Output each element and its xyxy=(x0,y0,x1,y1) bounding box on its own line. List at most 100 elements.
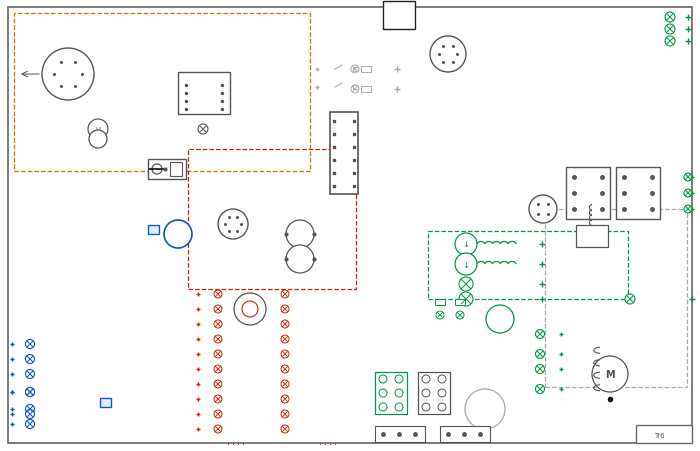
Circle shape xyxy=(214,380,222,388)
Bar xyxy=(353,68,358,72)
Bar xyxy=(428,231,628,299)
Circle shape xyxy=(164,221,192,249)
Bar xyxy=(361,87,371,93)
Bar xyxy=(418,372,450,414)
Bar xyxy=(383,2,415,30)
Circle shape xyxy=(684,189,692,198)
Circle shape xyxy=(214,290,222,299)
Text: M: M xyxy=(606,369,615,379)
Circle shape xyxy=(456,311,464,319)
Circle shape xyxy=(286,221,314,249)
Circle shape xyxy=(395,403,403,411)
Circle shape xyxy=(379,403,387,411)
Circle shape xyxy=(536,350,545,359)
Circle shape xyxy=(25,405,34,414)
Circle shape xyxy=(88,120,108,140)
Text: ↓: ↓ xyxy=(463,240,470,249)
Circle shape xyxy=(592,356,628,392)
Circle shape xyxy=(281,290,289,299)
Circle shape xyxy=(665,37,675,47)
Bar xyxy=(566,168,610,220)
Circle shape xyxy=(455,234,477,255)
Circle shape xyxy=(25,370,34,379)
Bar xyxy=(14,14,310,172)
Circle shape xyxy=(42,49,94,101)
Circle shape xyxy=(422,375,430,383)
Bar xyxy=(576,226,608,248)
Circle shape xyxy=(25,340,34,349)
Circle shape xyxy=(665,13,675,23)
Circle shape xyxy=(281,380,289,388)
Circle shape xyxy=(281,395,289,403)
Circle shape xyxy=(242,301,258,318)
Circle shape xyxy=(214,305,222,313)
Bar xyxy=(178,73,230,115)
Bar xyxy=(353,86,358,90)
Circle shape xyxy=(665,25,675,35)
Circle shape xyxy=(152,165,162,175)
Circle shape xyxy=(438,389,446,397)
Bar xyxy=(100,398,111,407)
Bar xyxy=(148,226,159,235)
Circle shape xyxy=(218,210,248,239)
Circle shape xyxy=(214,350,222,358)
Circle shape xyxy=(25,410,34,419)
Circle shape xyxy=(214,410,222,418)
Circle shape xyxy=(198,125,208,135)
Circle shape xyxy=(25,388,34,396)
Circle shape xyxy=(536,330,545,339)
Circle shape xyxy=(281,335,289,343)
Bar xyxy=(545,210,687,387)
Bar xyxy=(188,150,356,290)
Circle shape xyxy=(25,419,34,428)
Circle shape xyxy=(25,355,34,364)
Bar xyxy=(616,168,660,220)
Bar xyxy=(636,425,692,443)
Circle shape xyxy=(459,277,473,291)
Text: Tr6: Tr6 xyxy=(654,432,664,438)
Bar xyxy=(440,426,490,442)
Circle shape xyxy=(625,295,635,304)
Circle shape xyxy=(438,403,446,411)
Circle shape xyxy=(214,425,222,433)
Text: ↓: ↓ xyxy=(463,260,470,269)
Circle shape xyxy=(351,66,359,74)
Circle shape xyxy=(214,335,222,343)
Circle shape xyxy=(351,86,359,94)
Circle shape xyxy=(436,311,444,319)
Circle shape xyxy=(430,37,466,73)
Circle shape xyxy=(286,245,314,273)
Circle shape xyxy=(459,292,473,306)
Circle shape xyxy=(281,320,289,328)
Bar xyxy=(361,67,371,73)
Circle shape xyxy=(536,385,545,394)
Circle shape xyxy=(465,389,505,429)
Text: U: U xyxy=(95,127,101,133)
Circle shape xyxy=(422,403,430,411)
Circle shape xyxy=(455,253,477,276)
Circle shape xyxy=(529,196,557,224)
Bar xyxy=(455,299,465,305)
Circle shape xyxy=(281,305,289,313)
Circle shape xyxy=(234,293,266,325)
Circle shape xyxy=(684,174,692,182)
Circle shape xyxy=(281,425,289,433)
Circle shape xyxy=(379,389,387,397)
Circle shape xyxy=(25,388,34,396)
Bar xyxy=(375,426,425,442)
Circle shape xyxy=(214,395,222,403)
Circle shape xyxy=(395,389,403,397)
Bar xyxy=(148,160,186,179)
Circle shape xyxy=(214,320,222,328)
Circle shape xyxy=(438,375,446,383)
Circle shape xyxy=(684,206,692,213)
Circle shape xyxy=(379,375,387,383)
Circle shape xyxy=(281,410,289,418)
Circle shape xyxy=(281,365,289,373)
Circle shape xyxy=(281,350,289,358)
Circle shape xyxy=(395,375,403,383)
Bar xyxy=(375,372,407,414)
Circle shape xyxy=(422,389,430,397)
Circle shape xyxy=(536,365,545,374)
Circle shape xyxy=(486,305,514,333)
